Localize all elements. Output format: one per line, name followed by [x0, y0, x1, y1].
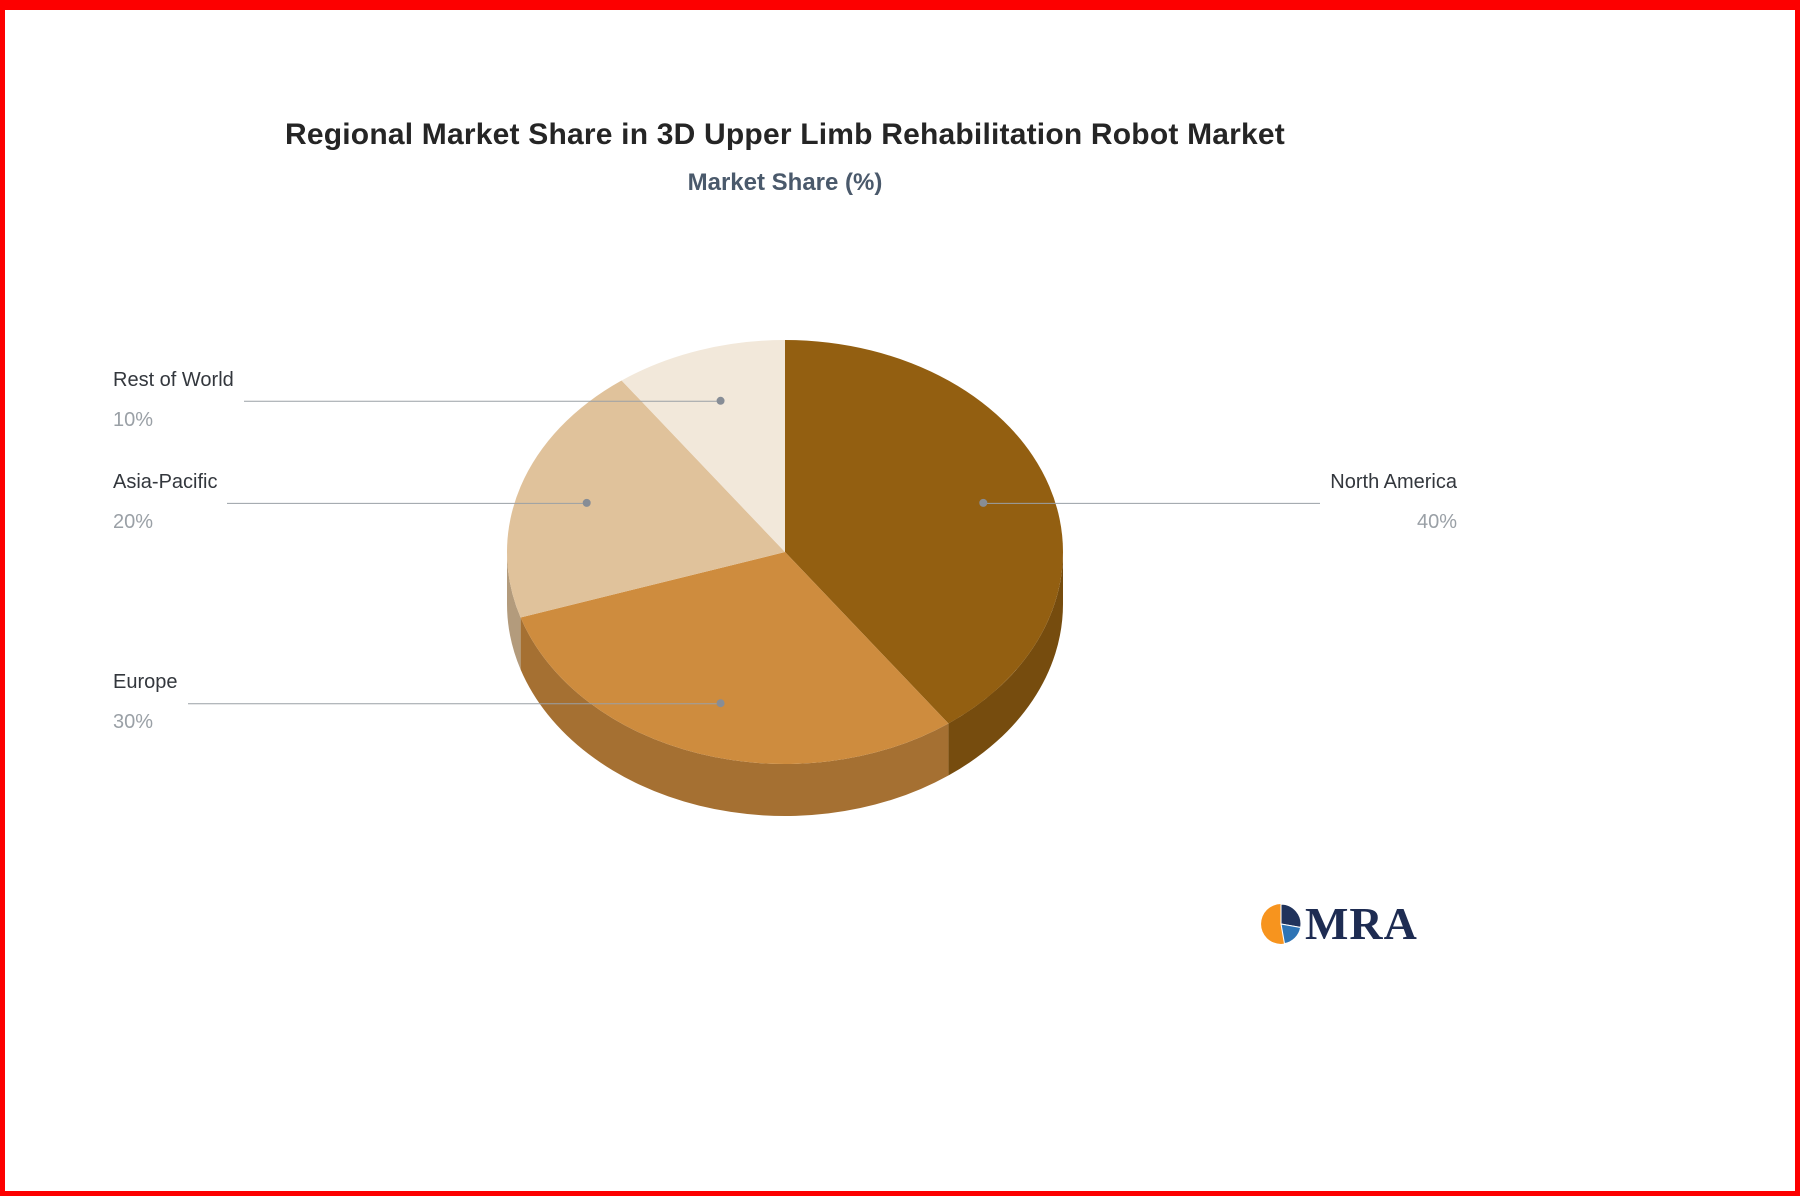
slice-value-asia-pacific: 20%	[113, 510, 154, 533]
pie-slice-side-europe[interactable]	[520, 617, 949, 817]
chart-title: Regional Market Share in 3D Upper Limb R…	[284, 118, 1285, 151]
pie-slice-side-north-america[interactable]	[948, 552, 1063, 776]
mra-logo-icon	[1261, 903, 1302, 945]
chart-area: Regional Market Share in 3D Upper Limb R…	[0, 0, 1570, 197]
slice-label-rest-of-world: Rest of World	[113, 368, 234, 391]
leader-dot-asia-pacific	[582, 498, 591, 507]
pie-slice-rest-of-world[interactable]	[621, 340, 785, 552]
slice-value-north-america: 40%	[1416, 510, 1457, 533]
slice-label-asia-pacific: Asia-Pacific	[113, 470, 218, 493]
mra-logo-text: MRA	[1305, 898, 1418, 949]
leader-dot-europe	[716, 699, 725, 708]
pie-slice-north-america[interactable]	[785, 340, 1064, 724]
leader-dot-north-america	[979, 498, 988, 507]
slice-value-rest-of-world: 10%	[113, 408, 154, 431]
logo-navy-wedge	[1280, 903, 1302, 929]
logo-blue-wedge	[1280, 923, 1302, 945]
slice-label-europe: Europe	[113, 671, 178, 694]
slice-label-north-america: North America	[1330, 470, 1457, 493]
pie-slice-europe[interactable]	[520, 552, 949, 765]
pie-slice-asia-pacific[interactable]	[506, 380, 785, 618]
leader-dot-rest-of-world	[716, 396, 725, 405]
mra-logo: MRA	[1260, 901, 1418, 947]
pie-slice-side-asia-pacific[interactable]	[507, 552, 521, 670]
chart-subtitle: Market Share (%)	[687, 169, 883, 196]
slice-value-europe: 30%	[113, 711, 154, 734]
